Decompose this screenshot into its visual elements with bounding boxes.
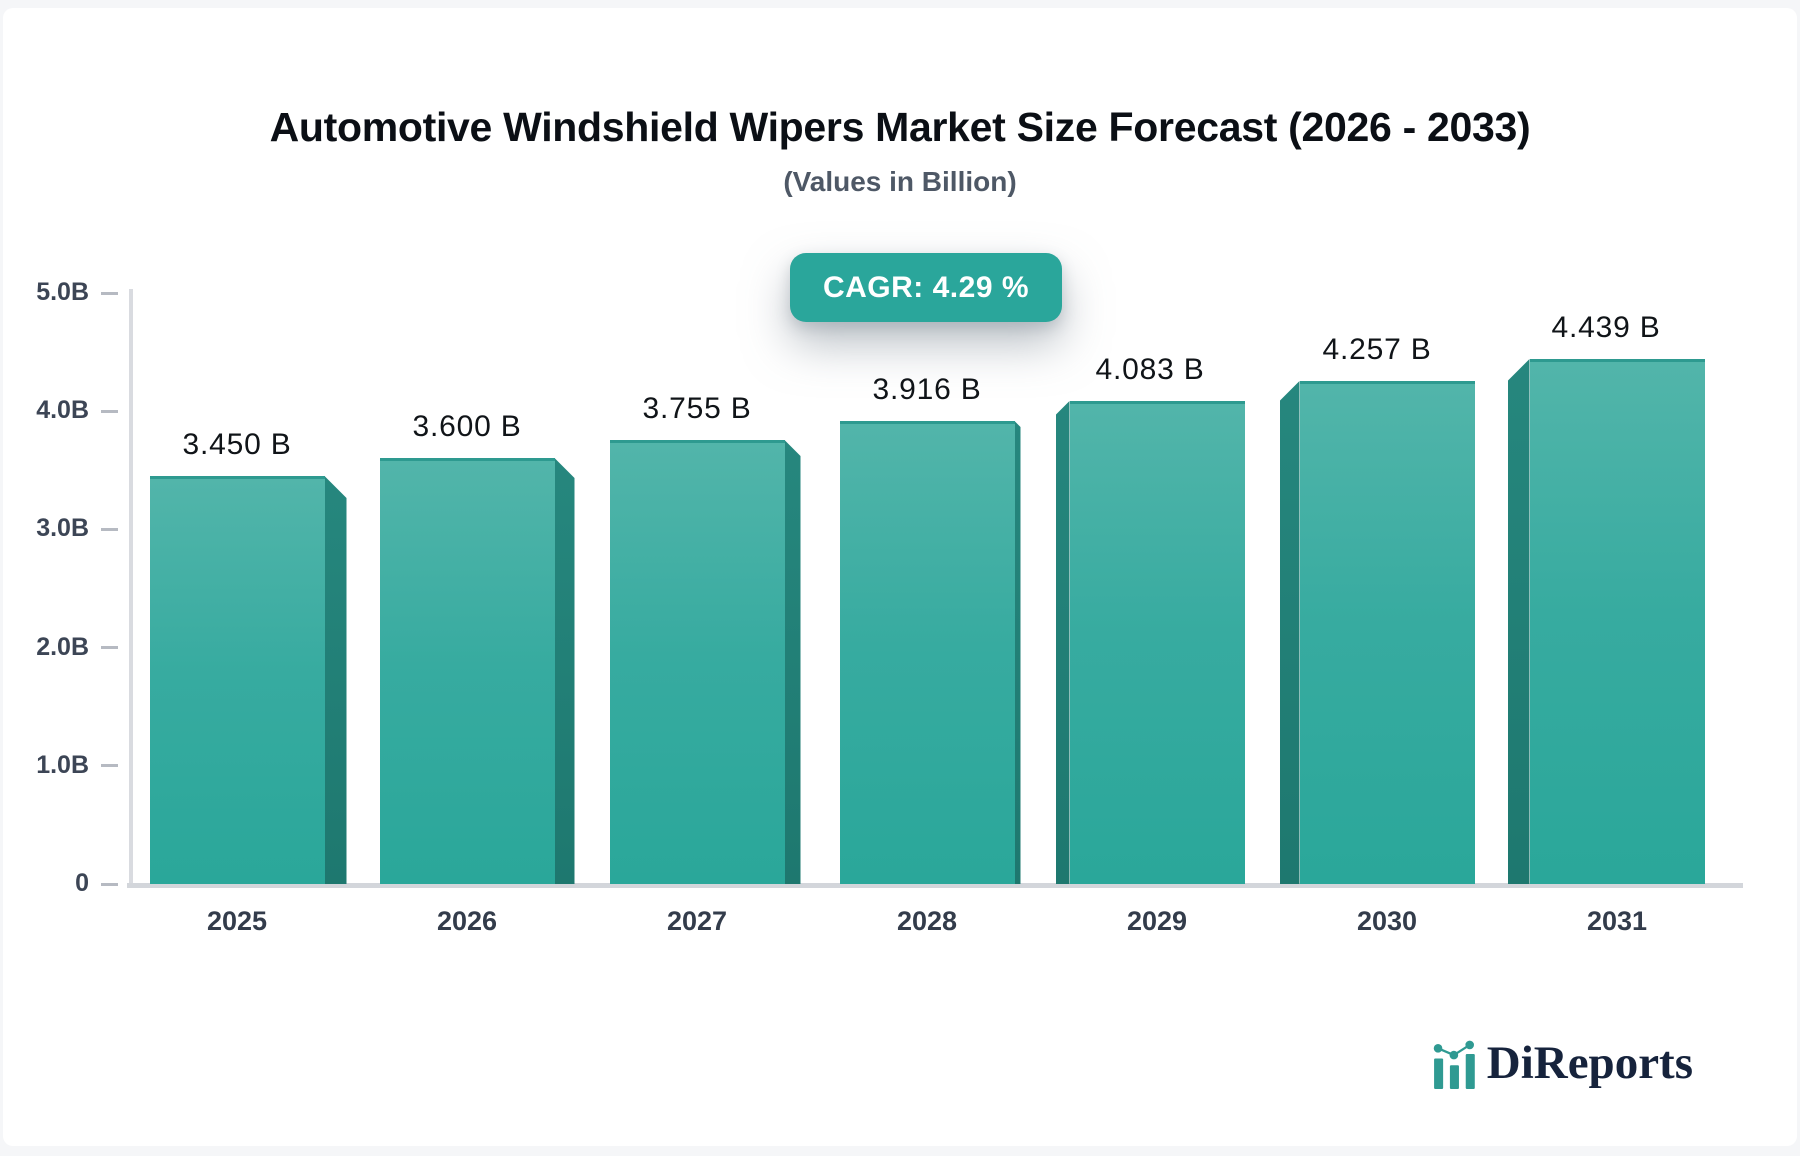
- cagr-badge: CAGR: 4.29 %: [790, 253, 1062, 322]
- brand-logo: DiReports: [1432, 1028, 1693, 1098]
- logo-mini-bar-chart-icon: [1433, 1040, 1475, 1089]
- y-axis-line: [129, 289, 133, 884]
- y-tick-dash: [101, 764, 118, 768]
- x-axis-baseline: [127, 883, 1743, 888]
- y-tick-label: 2.0B: [36, 632, 89, 661]
- y-tick-label: 4.0B: [36, 396, 89, 425]
- chart-subtitle: (Values in Billion): [783, 166, 1017, 197]
- y-tick-dash: [101, 409, 118, 413]
- bar-side-2026: [554, 458, 575, 884]
- bar-side-2028: [1014, 421, 1021, 884]
- bar-value-label-2025: 3.450 B: [182, 428, 292, 461]
- y-tick-label: 0: [75, 869, 89, 897]
- bar-value-label-2028: 3.916 B: [872, 373, 982, 406]
- y-tick-dash: [101, 527, 118, 531]
- y-tick-label: 5.0B: [36, 278, 89, 306]
- chart-card: Automotive Windshield Wipers Market Size…: [3, 8, 1797, 1146]
- x-tick-label-2031: 2031: [1586, 906, 1648, 936]
- bar-2031: [1529, 359, 1705, 884]
- chart-title: Automotive Windshield Wipers Market Size…: [269, 104, 1531, 150]
- bar-side-2030: [1279, 381, 1300, 884]
- y-tick-dash: [101, 291, 118, 295]
- bar-2027: [609, 440, 785, 884]
- y-tick-dash: [101, 882, 118, 886]
- bar-side-2029: [1055, 401, 1070, 884]
- x-tick-label-2028: 2028: [896, 906, 958, 936]
- x-tick-label-2027: 2027: [666, 906, 728, 936]
- x-tick-label-2025: 2025: [206, 906, 268, 936]
- bar-value-label-2029: 4.083 B: [1095, 353, 1205, 386]
- bar-2025: [149, 476, 325, 884]
- bar-2026: [379, 458, 555, 884]
- bar-value-label-2026: 3.600 B: [412, 410, 522, 443]
- x-tick-label-2030: 2030: [1356, 906, 1418, 936]
- y-tick-label: 3.0B: [36, 514, 89, 543]
- y-tick-dash: [101, 646, 118, 650]
- bar-2029: [1069, 401, 1245, 884]
- logo-text: DiReports: [1486, 1037, 1693, 1089]
- bar-side-2025: [324, 476, 347, 884]
- x-tick-label-2029: 2029: [1126, 906, 1188, 936]
- y-tick-label: 1.0B: [36, 750, 89, 779]
- bar-side-2031: [1507, 359, 1530, 884]
- bar-value-label-2031: 4.439 B: [1551, 311, 1661, 344]
- bar-value-label-2030: 4.257 B: [1322, 333, 1432, 366]
- bar-value-label-2027: 3.755 B: [642, 392, 752, 425]
- bar-2030: [1299, 381, 1475, 884]
- bar-2028: [839, 421, 1015, 884]
- bar-side-2027: [784, 440, 801, 884]
- x-tick-label-2026: 2026: [436, 906, 498, 936]
- bar-chart-plot-area: 0 1.0B 2.0B 3.0B 4.0B 5.0B 3.450 B 2025 3.600 B 2…: [3, 8, 1797, 1146]
